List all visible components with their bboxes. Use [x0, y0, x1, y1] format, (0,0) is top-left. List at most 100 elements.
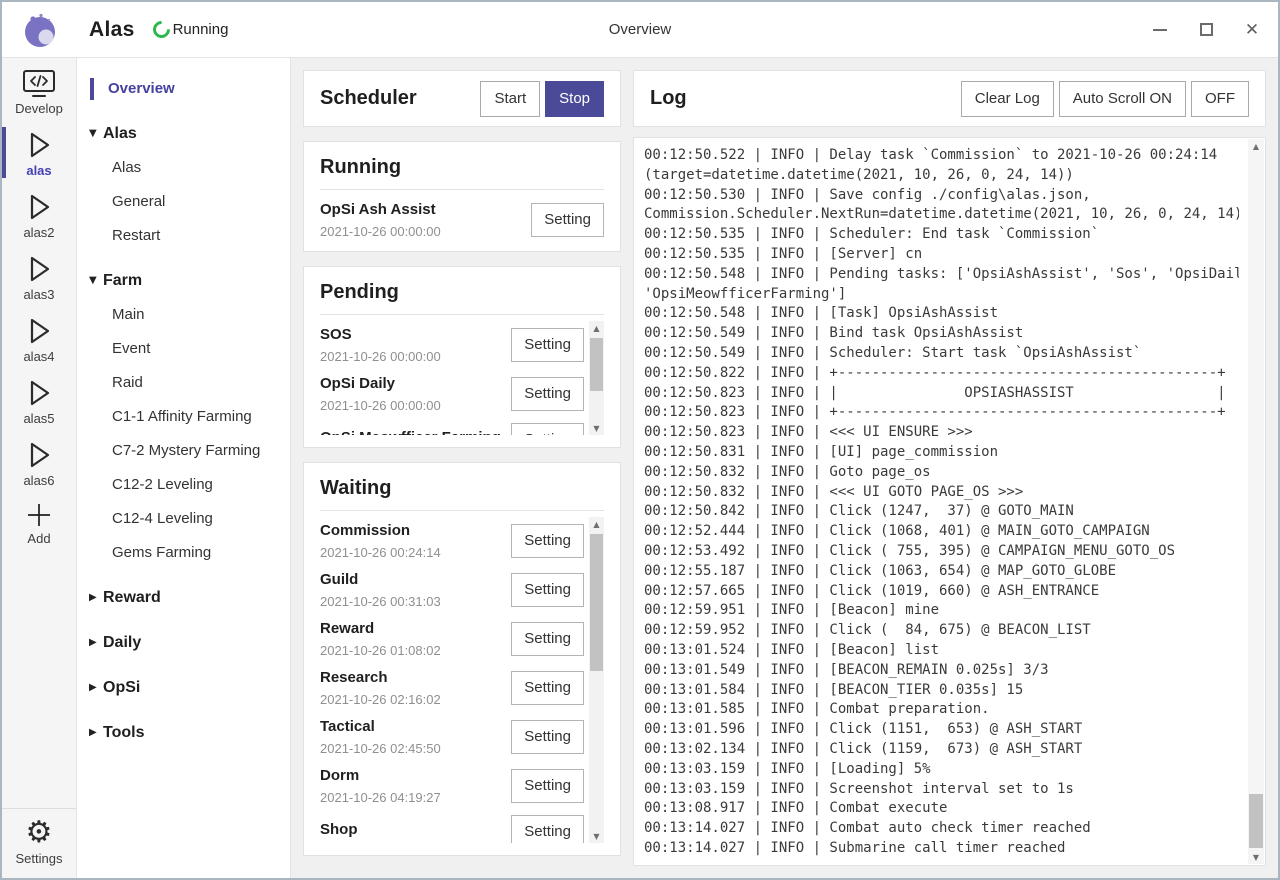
scheduler-title: Scheduler [320, 87, 417, 109]
nav-item-label: Alas [112, 159, 142, 176]
task-row: Research 2021-10-26 02:16:02 Setting [320, 658, 584, 707]
task-info: Reward 2021-10-26 01:08:02 [320, 619, 511, 658]
scroll-up-icon[interactable]: ▲ [593, 519, 600, 529]
nav-item[interactable]: ▼ Farm [77, 264, 290, 298]
rail-item[interactable]: alas [2, 122, 76, 183]
rail-item[interactable]: alas6 [2, 432, 76, 493]
scroll-thumb[interactable] [590, 338, 603, 392]
nav-item[interactable]: ▶ Tools [77, 716, 290, 750]
task-setting-button[interactable]: Setting [511, 423, 584, 435]
scroll-down-icon[interactable]: ▼ [593, 423, 600, 433]
rail-item-label: Develop [15, 101, 63, 116]
plus-icon [28, 504, 50, 526]
nav-item[interactable]: C1-1 Affinity Farming [77, 400, 290, 434]
rail-item-label: alas3 [23, 287, 55, 302]
task-name: Research [320, 669, 388, 686]
scheduler-header-card: Scheduler Start Stop [303, 70, 621, 127]
log-panel: 00:12:50.522 | INFO | Delay task `Commis… [633, 137, 1266, 866]
play-icon [30, 256, 50, 282]
rail-item-label: alas6 [23, 473, 55, 488]
nav-item[interactable]: General [77, 185, 290, 219]
play-icon [30, 194, 50, 220]
nav-item[interactable]: C7-2 Mystery Farming [77, 434, 290, 468]
nav-item[interactable]: Raid [77, 366, 290, 400]
task-setting-button[interactable]: Setting [531, 202, 604, 237]
nav-item-label: General [112, 193, 166, 210]
nav-item[interactable]: Restart [77, 219, 290, 253]
pending-scrollbar[interactable]: ▲ ▼ [589, 321, 604, 435]
task-setting-button[interactable]: Setting [511, 670, 584, 705]
waiting-scrollbar[interactable]: ▲ ▼ [589, 517, 604, 843]
rail-item[interactable]: alas4 [2, 308, 76, 369]
rail-item[interactable]: alas5 [2, 370, 76, 431]
waiting-panel: Waiting Commission 2021-10-26 00:24:14 [303, 462, 621, 856]
pending-panel: Pending SOS 2021-10-26 00:00:00 Set [303, 266, 621, 448]
tree-arrow-icon: ▶ [89, 682, 97, 693]
minimize-icon [1153, 28, 1167, 31]
task-setting-button[interactable]: Setting [511, 523, 584, 558]
task-setting-button[interactable]: Setting [511, 376, 584, 411]
rail-items: Develop alas [2, 62, 76, 552]
nav-item-label: Alas [103, 125, 137, 142]
pending-title: Pending [320, 277, 604, 315]
minimize-button[interactable] [1152, 22, 1168, 38]
nav-item[interactable]: Event [77, 332, 290, 366]
nav-item[interactable]: Gems Farming [77, 536, 290, 570]
autoscroll-off-button[interactable]: OFF [1191, 80, 1249, 117]
settings-button[interactable]: ⚙ Settings [2, 808, 76, 878]
nav-item[interactable]: ▶ OpSi [77, 671, 290, 705]
stop-button[interactable]: Stop [545, 80, 604, 117]
play-icon [30, 442, 50, 468]
task-setting-button[interactable]: Setting [511, 815, 584, 843]
task-setting-button[interactable]: Setting [511, 621, 584, 656]
scroll-down-icon[interactable]: ▼ [1252, 852, 1260, 862]
task-setting-button[interactable]: Setting [511, 572, 584, 607]
clear-log-button[interactable]: Clear Log [960, 80, 1054, 117]
rail-item[interactable]: Develop [2, 62, 76, 121]
status-label: Running [172, 21, 229, 38]
task-setting-button[interactable]: Setting [511, 327, 584, 362]
log-scrollbar[interactable]: ▲ ▼ [1248, 139, 1264, 864]
rail-item[interactable]: alas2 [2, 184, 76, 245]
scheduler-status: Running [149, 17, 229, 42]
maximize-icon [1199, 23, 1213, 36]
nav-item[interactable]: C12-4 Leveling [77, 502, 290, 536]
task-row: Guild 2021-10-26 00:31:03 Setting [320, 560, 584, 609]
nav-item[interactable]: Overview [77, 72, 290, 106]
task-setting-button[interactable]: Setting [511, 768, 584, 803]
nav-item-label: C12-2 Leveling [112, 476, 213, 493]
nav-item-label: C1-1 Affinity Farming [112, 408, 252, 425]
nav-item-label: Gems Farming [112, 544, 212, 561]
rail-item[interactable]: Add [2, 494, 76, 551]
start-button[interactable]: Start [480, 80, 541, 117]
nav-item[interactable]: C12-2 Leveling [77, 468, 290, 502]
nav-item[interactable]: ▼ Alas [77, 117, 290, 151]
scroll-thumb[interactable] [1249, 794, 1263, 848]
task-info: Shop [320, 820, 511, 843]
titlebar: Alas Running Overview ✕ [2, 2, 1278, 58]
nav-item[interactable]: Alas [77, 151, 290, 185]
task-row: OpSi Ash Assist 2021-10-26 00:00:00 Sett… [320, 190, 604, 239]
task-info: OpSi Ash Assist 2021-10-26 00:00:00 [320, 200, 531, 239]
scroll-down-icon[interactable]: ▼ [593, 831, 600, 841]
nav-item[interactable]: ▶ Daily [77, 626, 290, 660]
scroll-thumb[interactable] [590, 534, 603, 672]
nav-item[interactable]: Main [77, 298, 290, 332]
task-name: Reward [320, 620, 375, 637]
nav-item[interactable]: ▶ Reward [77, 581, 290, 615]
instance-rail: Develop alas [2, 58, 77, 878]
scroll-up-icon[interactable]: ▲ [1252, 141, 1260, 151]
nav-item-label: Event [112, 340, 151, 357]
rail-item[interactable]: alas3 [2, 246, 76, 307]
task-setting-button[interactable]: Setting [511, 719, 584, 754]
task-next-run: 2021-10-26 00:00:00 [320, 398, 441, 413]
maximize-button[interactable] [1198, 22, 1214, 38]
task-row: Tactical 2021-10-26 02:45:50 Setting [320, 707, 584, 756]
scroll-up-icon[interactable]: ▲ [593, 323, 600, 333]
log-output: 00:12:50.522 | INFO | Delay task `Commis… [644, 147, 1239, 856]
autoscroll-on-button[interactable]: Auto Scroll ON [1058, 80, 1186, 117]
nav-item-label: Farm [103, 272, 143, 289]
play-icon [30, 380, 50, 406]
task-name: Commission [320, 522, 411, 539]
close-button[interactable]: ✕ [1244, 21, 1260, 38]
